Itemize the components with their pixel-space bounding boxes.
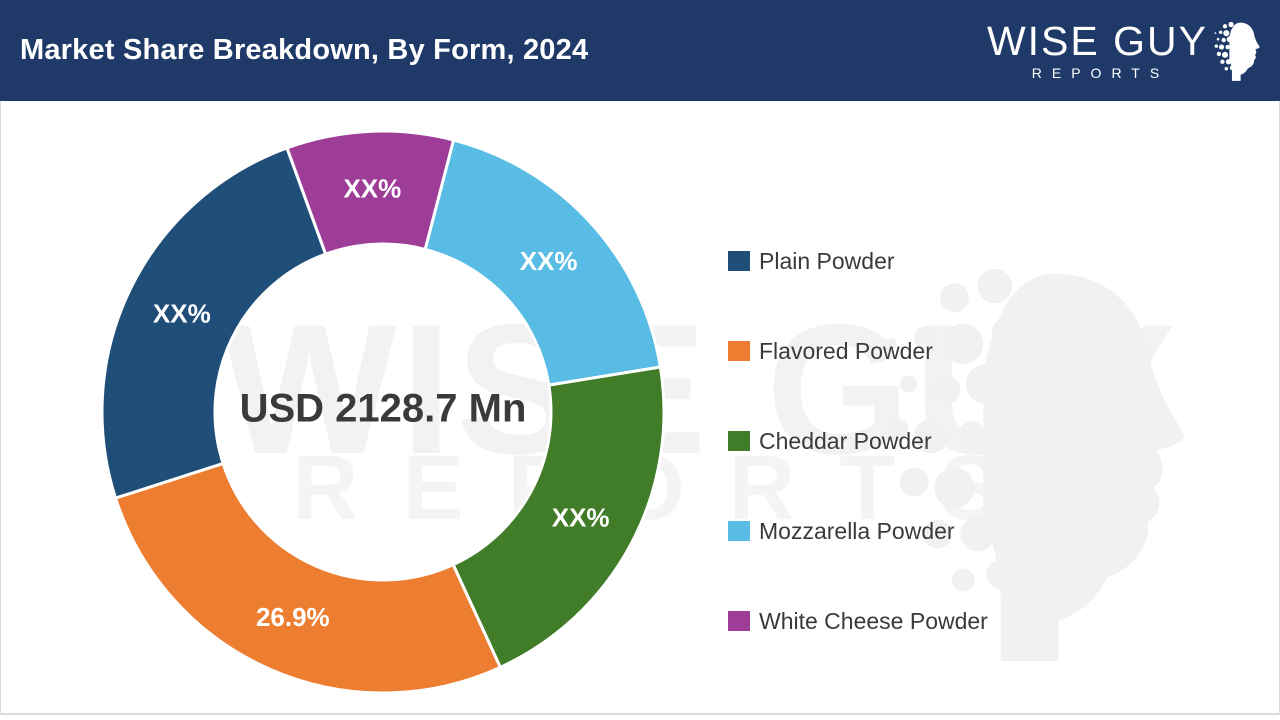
legend-item-white-cheese-powder: White Cheese Powder bbox=[728, 607, 988, 634]
legend-swatch-white-cheese-powder bbox=[728, 611, 750, 631]
slice-label-mozzarella-powder: XX% bbox=[520, 246, 578, 276]
chart-center-value: USD 2128.7 Mn bbox=[239, 386, 527, 431]
legend-label: White Cheese Powder bbox=[759, 607, 988, 634]
legend-item-plain-powder: Plain Powder bbox=[728, 247, 988, 274]
left-border bbox=[0, 101, 1, 714]
donut-segment-plain-powder bbox=[100, 146, 328, 500]
legend-label: Flavored Powder bbox=[759, 337, 933, 364]
page-title: Market Share Breakdown, By Form, 2024 bbox=[20, 34, 589, 66]
legend-swatch-cheddar-powder bbox=[728, 431, 750, 451]
brand-logo-text: WISE GUY REPORTS bbox=[986, 18, 1208, 81]
chart-legend: Plain Powder Flavored Powder Cheddar Powde… bbox=[728, 247, 988, 700]
bottom-divider bbox=[0, 713, 1280, 715]
legend-label: Plain Powder bbox=[759, 247, 895, 274]
brand-name: WISE GUY bbox=[986, 18, 1208, 64]
slice-label-white-cheese-powder: XX% bbox=[343, 173, 401, 203]
slice-label-plain-powder: XX% bbox=[153, 299, 211, 329]
slice-label-flavored-powder: 26.9% bbox=[256, 602, 330, 632]
legend-item-mozzarella-powder: Mozzarella Powder bbox=[728, 517, 988, 544]
legend-swatch-flavored-powder bbox=[728, 341, 750, 361]
brand-logo: WISE GUY REPORTS bbox=[987, 8, 1264, 93]
legend-item-flavored-powder: Flavored Powder bbox=[728, 337, 988, 364]
donut-segment-mozzarella-powder bbox=[423, 138, 662, 387]
header: Market Share Breakdown, By Form, 2024 WI… bbox=[0, 0, 1280, 101]
legend-label: Cheddar Powder bbox=[759, 427, 932, 454]
legend-item-cheddar-powder: Cheddar Powder bbox=[728, 427, 988, 454]
brand-tagline: REPORTS bbox=[1031, 65, 1170, 81]
slice-label-cheddar-powder: XX% bbox=[552, 502, 610, 532]
legend-swatch-plain-powder bbox=[728, 251, 750, 271]
donut-segment-flavored-powder bbox=[114, 461, 502, 695]
donut-segment-cheddar-powder bbox=[451, 365, 666, 669]
legend-swatch-mozzarella-powder bbox=[728, 521, 750, 541]
legend-label: Mozzarella Powder bbox=[759, 517, 955, 544]
